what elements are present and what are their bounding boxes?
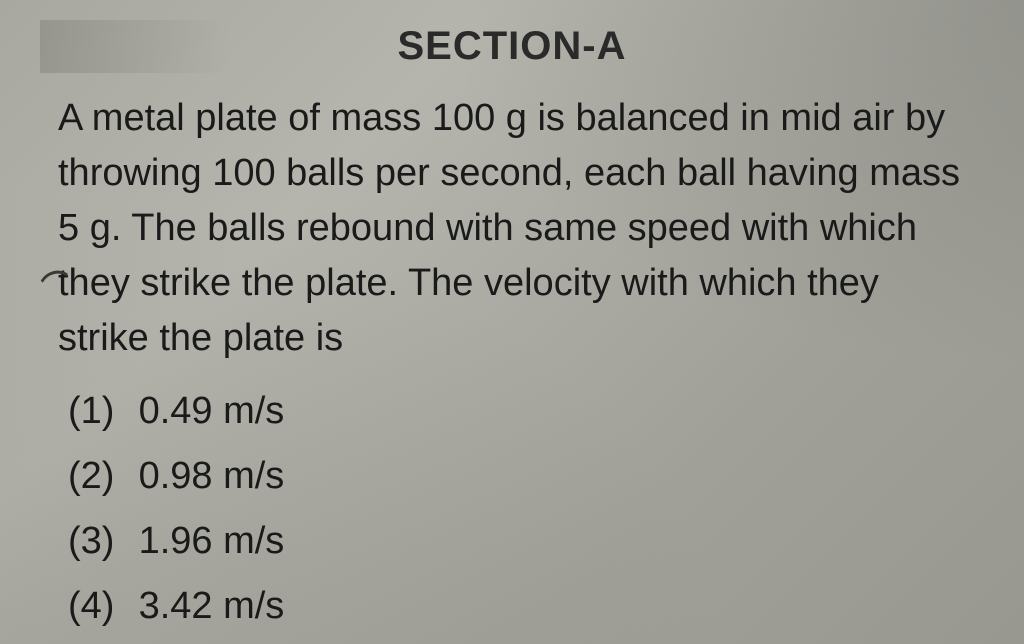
option-number: (2)	[68, 447, 128, 506]
option-number: (3)	[68, 512, 128, 571]
option-2: (2) 0.98 m/s	[68, 447, 984, 506]
section-header: SECTION-A	[40, 20, 984, 73]
option-text: 3.42 m/s	[139, 585, 285, 627]
option-number: (1)	[68, 382, 128, 441]
option-1: (1) 0.49 m/s	[68, 382, 984, 441]
question-text: A metal plate of mass 100 g is balanced …	[40, 91, 984, 366]
option-4: (4) 3.42 m/s	[68, 577, 984, 636]
document-page: SECTION-A A metal plate of mass 100 g is…	[40, 20, 984, 636]
option-number: (4)	[68, 577, 128, 636]
option-text: 1.96 m/s	[139, 520, 285, 562]
option-3: (3) 1.96 m/s	[68, 512, 984, 571]
option-text: 0.49 m/s	[139, 390, 285, 432]
option-text: 0.98 m/s	[139, 455, 285, 497]
options-list: (1) 0.49 m/s (2) 0.98 m/s (3) 1.96 m/s (…	[40, 382, 984, 636]
